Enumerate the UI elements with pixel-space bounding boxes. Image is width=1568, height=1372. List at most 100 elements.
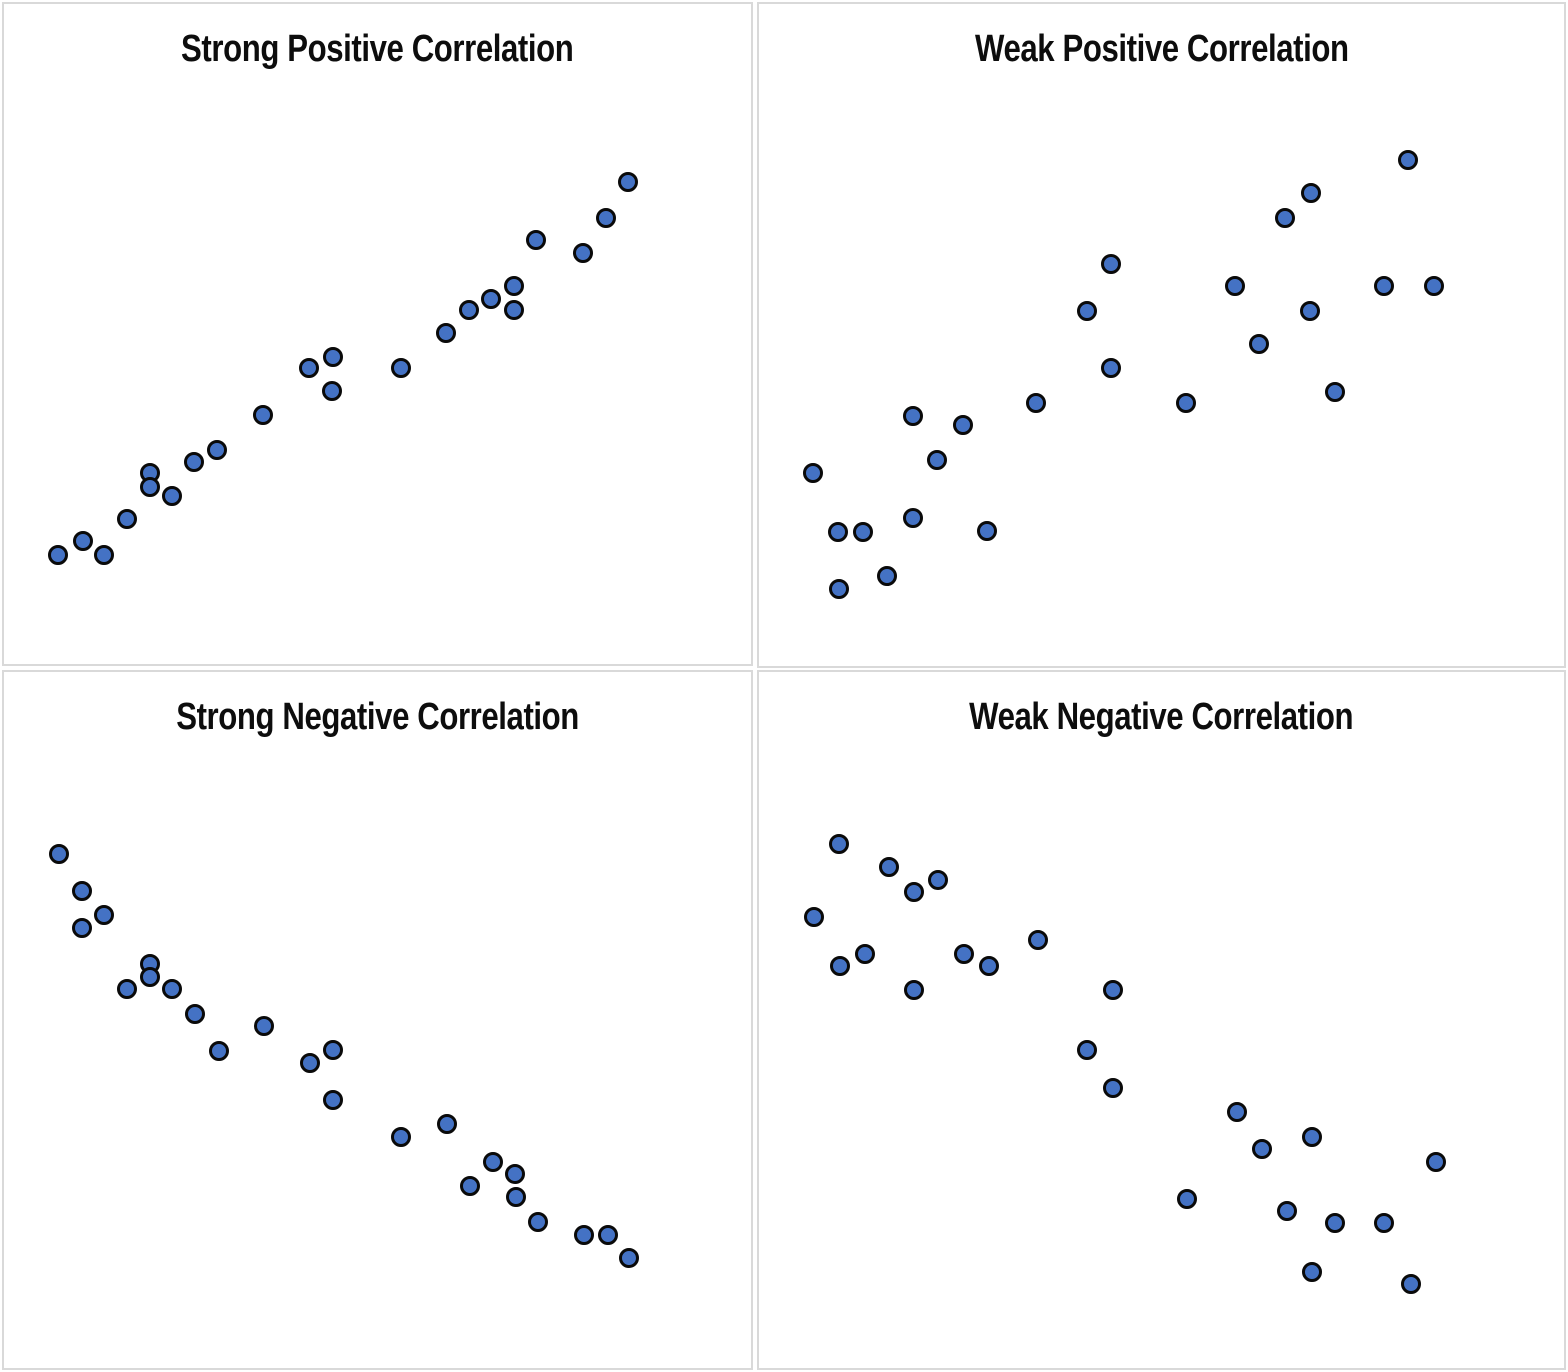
data-point [94,905,114,925]
data-point [1101,254,1121,274]
data-point [1225,276,1245,296]
data-point [804,907,824,927]
data-point [1325,1213,1345,1233]
panel-title-text: Strong Negative Correlation [176,696,579,738]
data-point [73,531,93,551]
data-point [829,834,849,854]
panel-weak-positive-correlation: Weak Positive Correlation [757,2,1566,668]
data-point [506,1187,526,1207]
data-point [117,979,137,999]
data-point [72,918,92,938]
data-point [1077,301,1097,321]
data-point [1398,150,1418,170]
data-point [185,1004,205,1024]
data-point [1302,1262,1322,1282]
data-point [1301,183,1321,203]
data-point [829,579,849,599]
data-point [1426,1152,1446,1172]
data-point [1374,276,1394,296]
data-point [94,545,114,565]
data-point [1401,1274,1421,1294]
data-point [140,477,160,497]
data-point [528,1212,548,1232]
data-point [954,944,974,964]
data-point [323,1090,343,1110]
data-point [903,406,923,426]
panel-title-text: Weak Negative Correlation [969,696,1354,738]
data-point [1101,358,1121,378]
data-point [459,300,479,320]
data-point [117,509,137,529]
panel-strong-positive-correlation: Strong Positive Correlation [2,2,753,666]
data-point [1177,1189,1197,1209]
data-point [1325,382,1345,402]
panel-title: Strong Positive Correlation [2,28,753,71]
data-point [1374,1213,1394,1233]
data-point [483,1152,503,1172]
data-point [504,300,524,320]
data-point [184,452,204,472]
panel-weak-negative-correlation: Weak Negative Correlation [757,670,1566,1370]
data-point [904,882,924,902]
data-point [1252,1139,1272,1159]
data-point [48,545,68,565]
data-point [1302,1127,1322,1147]
data-point [619,1248,639,1268]
data-point [207,440,227,460]
data-point [977,521,997,541]
data-point [209,1041,229,1061]
data-point [323,347,343,367]
data-point [437,1114,457,1134]
data-point [618,172,638,192]
data-point [879,857,899,877]
data-point [504,276,524,296]
data-point [573,243,593,263]
data-point [953,415,973,435]
data-point [436,323,456,343]
panel-title-text: Strong Positive Correlation [181,28,574,70]
data-point [877,566,897,586]
data-point [460,1176,480,1196]
data-point [72,881,92,901]
data-point [253,405,273,425]
data-point [391,1127,411,1147]
data-point [300,1053,320,1073]
data-point [855,944,875,964]
data-point [1103,980,1123,1000]
data-point [927,450,947,470]
data-point [49,844,69,864]
data-point [162,486,182,506]
data-point [162,979,182,999]
data-point [323,1040,343,1060]
data-point [928,870,948,890]
panel-title-text: Weak Positive Correlation [974,28,1349,70]
data-point [481,289,501,309]
data-point [1275,208,1295,228]
data-point [505,1164,525,1184]
data-point [140,967,160,987]
data-point [1424,276,1444,296]
data-point [1028,930,1048,950]
data-point [853,522,873,542]
panel-title: Weak Positive Correlation [757,28,1566,71]
data-point [598,1225,618,1245]
data-point [1026,393,1046,413]
panel-title: Strong Negative Correlation [2,696,753,739]
data-point [903,508,923,528]
data-point [828,522,848,542]
data-point [391,358,411,378]
data-point [1249,334,1269,354]
data-point [1103,1078,1123,1098]
data-point [1227,1102,1247,1122]
panel-strong-negative-correlation: Strong Negative Correlation [2,670,753,1370]
data-point [803,463,823,483]
data-point [574,1225,594,1245]
data-point [1277,1201,1297,1221]
data-point [830,956,850,976]
data-point [254,1016,274,1036]
data-point [526,230,546,250]
data-point [596,208,616,228]
data-point [322,381,342,401]
data-point [1300,301,1320,321]
